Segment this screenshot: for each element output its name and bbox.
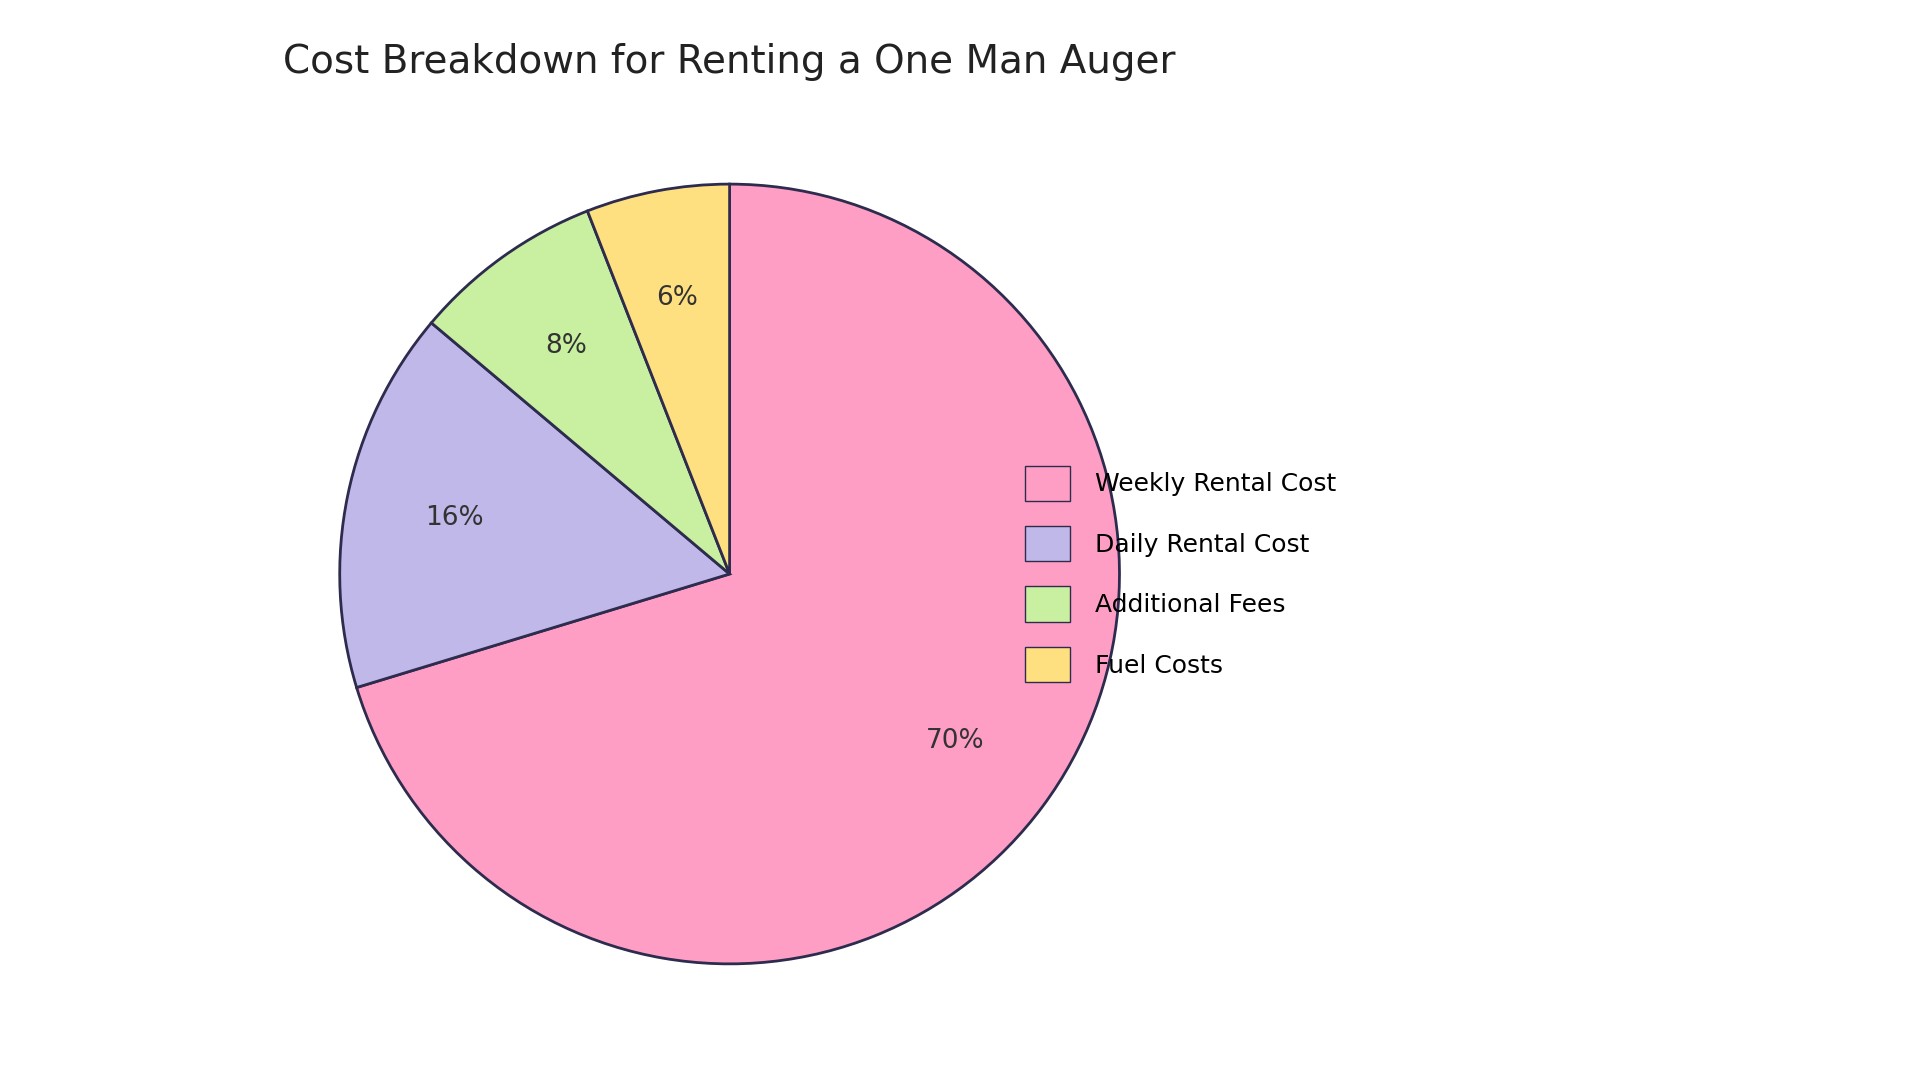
Text: 16%: 16% [426,505,484,531]
Legend: Weekly Rental Cost, Daily Rental Cost, Additional Fees, Fuel Costs: Weekly Rental Cost, Daily Rental Cost, A… [1016,456,1346,692]
Text: 6%: 6% [657,285,699,311]
Text: Cost Breakdown for Renting a One Man Auger: Cost Breakdown for Renting a One Man Aug… [284,43,1175,81]
Wedge shape [588,184,730,574]
Text: 8%: 8% [545,332,588,358]
Text: 70%: 70% [925,728,985,754]
Wedge shape [357,184,1119,964]
Wedge shape [432,211,730,574]
Wedge shape [340,323,730,688]
